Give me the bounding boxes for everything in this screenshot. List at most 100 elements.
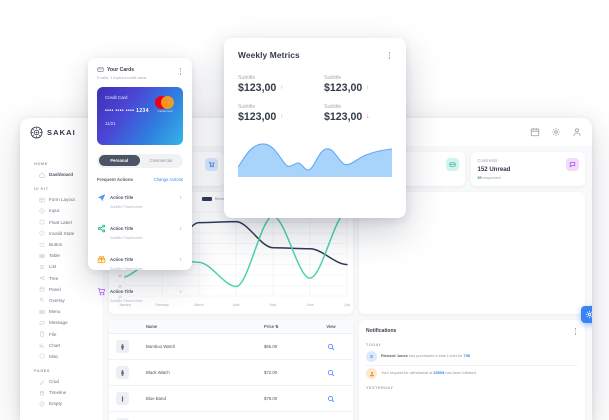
action-title: Action Title — [110, 288, 134, 294]
topbar-icons — [530, 127, 582, 137]
users-icon — [449, 162, 455, 167]
sidebar-item-dashboard[interactable]: Dashboard — [20, 169, 102, 180]
notification-text: Your request for withdrawal of 2500$ has… — [381, 370, 477, 376]
weekly-metrics-card: Weekly Metrics Subtitle $123,00 ↑ Subtit… — [224, 38, 406, 218]
sidebar-item-file[interactable]: File — [20, 328, 102, 339]
misc-icon — [39, 354, 45, 359]
table-row[interactable]: Blue T-Shirt $29.00 — [109, 412, 353, 420]
sidebar-item-button[interactable]: Button — [20, 239, 102, 250]
sidebar-item-menu[interactable]: Menu — [20, 306, 102, 317]
notification-item[interactable]: S Richard Jones has purchased a blue t-s… — [359, 349, 585, 365]
sidebar-item-label: List — [49, 264, 57, 270]
sidebar-item-misc[interactable]: Misc — [20, 351, 102, 362]
sidebar-item-empty[interactable]: Empty — [20, 398, 102, 409]
product-name: Black Watch — [146, 370, 170, 375]
sidebar-item-label: Float Label — [49, 219, 72, 225]
brand-label: SAKAI — [47, 127, 76, 137]
change-actions-link[interactable]: Change Actions — [153, 176, 183, 182]
action-row[interactable]: Action Title Subtitle Placeholder — [97, 182, 183, 213]
area-chart — [238, 143, 392, 177]
more-options-icon[interactable] — [178, 66, 184, 77]
action-row[interactable]: Action Title Subtitle Placeholder — [97, 213, 183, 244]
metric-value-row: $123,00 ↓ — [324, 111, 392, 123]
mastercard-label: mastercard — [157, 109, 173, 113]
chevron-right-icon — [179, 258, 182, 262]
your-cards-header: Your Cards 5 valid, 1 expired credit car… — [97, 66, 183, 80]
stat-sub: 85 responded — [477, 176, 501, 180]
button-icon — [39, 242, 45, 247]
view-button[interactable] — [316, 364, 346, 382]
user-icon[interactable] — [572, 127, 582, 137]
sidebar-section-home: HOME — [34, 161, 48, 166]
more-options-icon[interactable] — [573, 326, 579, 337]
sidebar-item-message[interactable]: Message — [20, 317, 102, 328]
credit-card-visual[interactable]: Credit Card •••• •••• •••• 1234 11/21 ma… — [97, 86, 183, 145]
table-row[interactable]: Black Watch $72.00 — [109, 360, 353, 386]
your-cards-title-block: Your Cards 5 valid, 1 expired credit car… — [97, 66, 178, 80]
sidebar-item-chart[interactable]: Chart — [20, 340, 102, 351]
sidebar-item-panel[interactable]: Panel — [20, 284, 102, 295]
weekly-metrics-sparkline — [238, 137, 392, 177]
action-title: Action Title — [110, 257, 134, 263]
avatar: S — [366, 351, 377, 363]
message-icon — [39, 320, 45, 326]
action-row[interactable]: Action Title Subtitle Placeholder — [97, 276, 183, 307]
frequent-actions-header: Frequent Actions Change Actions — [97, 177, 183, 182]
menu-icon — [39, 309, 45, 314]
more-options-icon[interactable] — [387, 50, 393, 61]
product-thumb — [116, 366, 146, 379]
theme-settings-button[interactable] — [581, 306, 592, 323]
stat-badge — [204, 158, 218, 171]
action-subtitle: Subtitle Placeholder — [110, 267, 143, 272]
sidebar-item-label: Dashboard — [49, 172, 73, 178]
sidebar-item-form-layout[interactable]: Form Layout — [20, 194, 102, 205]
notification-item[interactable]: Your request for withdrawal of 2500$ has… — [359, 366, 585, 382]
sidebar-item-overlay[interactable]: Overlay — [20, 295, 102, 306]
metric-value: $123,00 — [324, 110, 363, 123]
sidebar-section-pages: PAGES — [34, 368, 51, 373]
sidebar-item-table[interactable]: Table — [20, 250, 102, 261]
svg-text:January: January — [119, 303, 131, 307]
sidebar-section-uikit: UI KIT — [34, 186, 49, 192]
segment-commercial[interactable]: Commercial — [149, 158, 172, 163]
svg-text:March: March — [194, 303, 204, 307]
metric-value-row: $123,00 ↑ — [238, 82, 306, 94]
sidebar-item-label: Invalid State — [49, 230, 75, 236]
product-price: $72.00 — [264, 370, 278, 375]
svg-text:20: 20 — [118, 285, 122, 289]
your-cards-title-wrap: Your Cards — [97, 66, 178, 73]
timeline-icon — [40, 390, 44, 396]
gear-icon[interactable] — [551, 127, 561, 137]
view-button[interactable] — [316, 416, 346, 420]
sidebar-item-float-label[interactable]: Float Label — [20, 217, 102, 228]
sidebar-item-list[interactable]: List — [20, 261, 102, 272]
stat-card-comments: Comments 152 Unread 85 responded — [470, 152, 585, 186]
form-icon — [39, 197, 45, 203]
stat-title: Comments — [477, 158, 498, 163]
sidebar-item-input[interactable]: Input — [20, 205, 102, 216]
view-button[interactable] — [316, 390, 346, 408]
gift-icon — [97, 256, 106, 264]
products-table-panel: Name Price ⇅ View Bamboo Watch $65.00 — [109, 320, 353, 420]
calendar-icon[interactable] — [530, 127, 540, 137]
view-button[interactable] — [316, 338, 346, 356]
product-name: Blue Band — [146, 396, 166, 401]
legend-label: Revenue — [214, 197, 230, 201]
sidebar-item-timeline[interactable]: Timeline — [20, 387, 102, 398]
svg-text:July: July — [344, 303, 350, 307]
action-subtitle: Subtitle Placeholder — [110, 236, 143, 241]
table-col-name[interactable]: Name — [146, 324, 158, 329]
table-row[interactable]: Blue Band $79.00 — [109, 386, 353, 412]
sidebar-item-tree[interactable]: Tree — [20, 273, 102, 284]
legend-item-revenue[interactable]: Revenue — [202, 197, 229, 201]
sidebar-item-crud[interactable]: Crud — [20, 376, 102, 387]
chevron-right-icon — [179, 195, 182, 199]
product-name: Bamboo Watch — [146, 344, 176, 349]
table-col-price[interactable]: Price ⇅ — [264, 324, 279, 329]
segment-personal[interactable]: Personal — [98, 155, 140, 166]
credit-card-label: Credit Card — [105, 94, 128, 100]
brand-logo[interactable]: SAKAI — [30, 126, 76, 139]
sidebar-item-invalid-state[interactable]: Invalid State — [20, 228, 102, 239]
table-row[interactable]: Bamboo Watch $65.00 — [109, 334, 353, 360]
action-row[interactable]: Action Title Subtitle Placeholder — [97, 244, 183, 275]
